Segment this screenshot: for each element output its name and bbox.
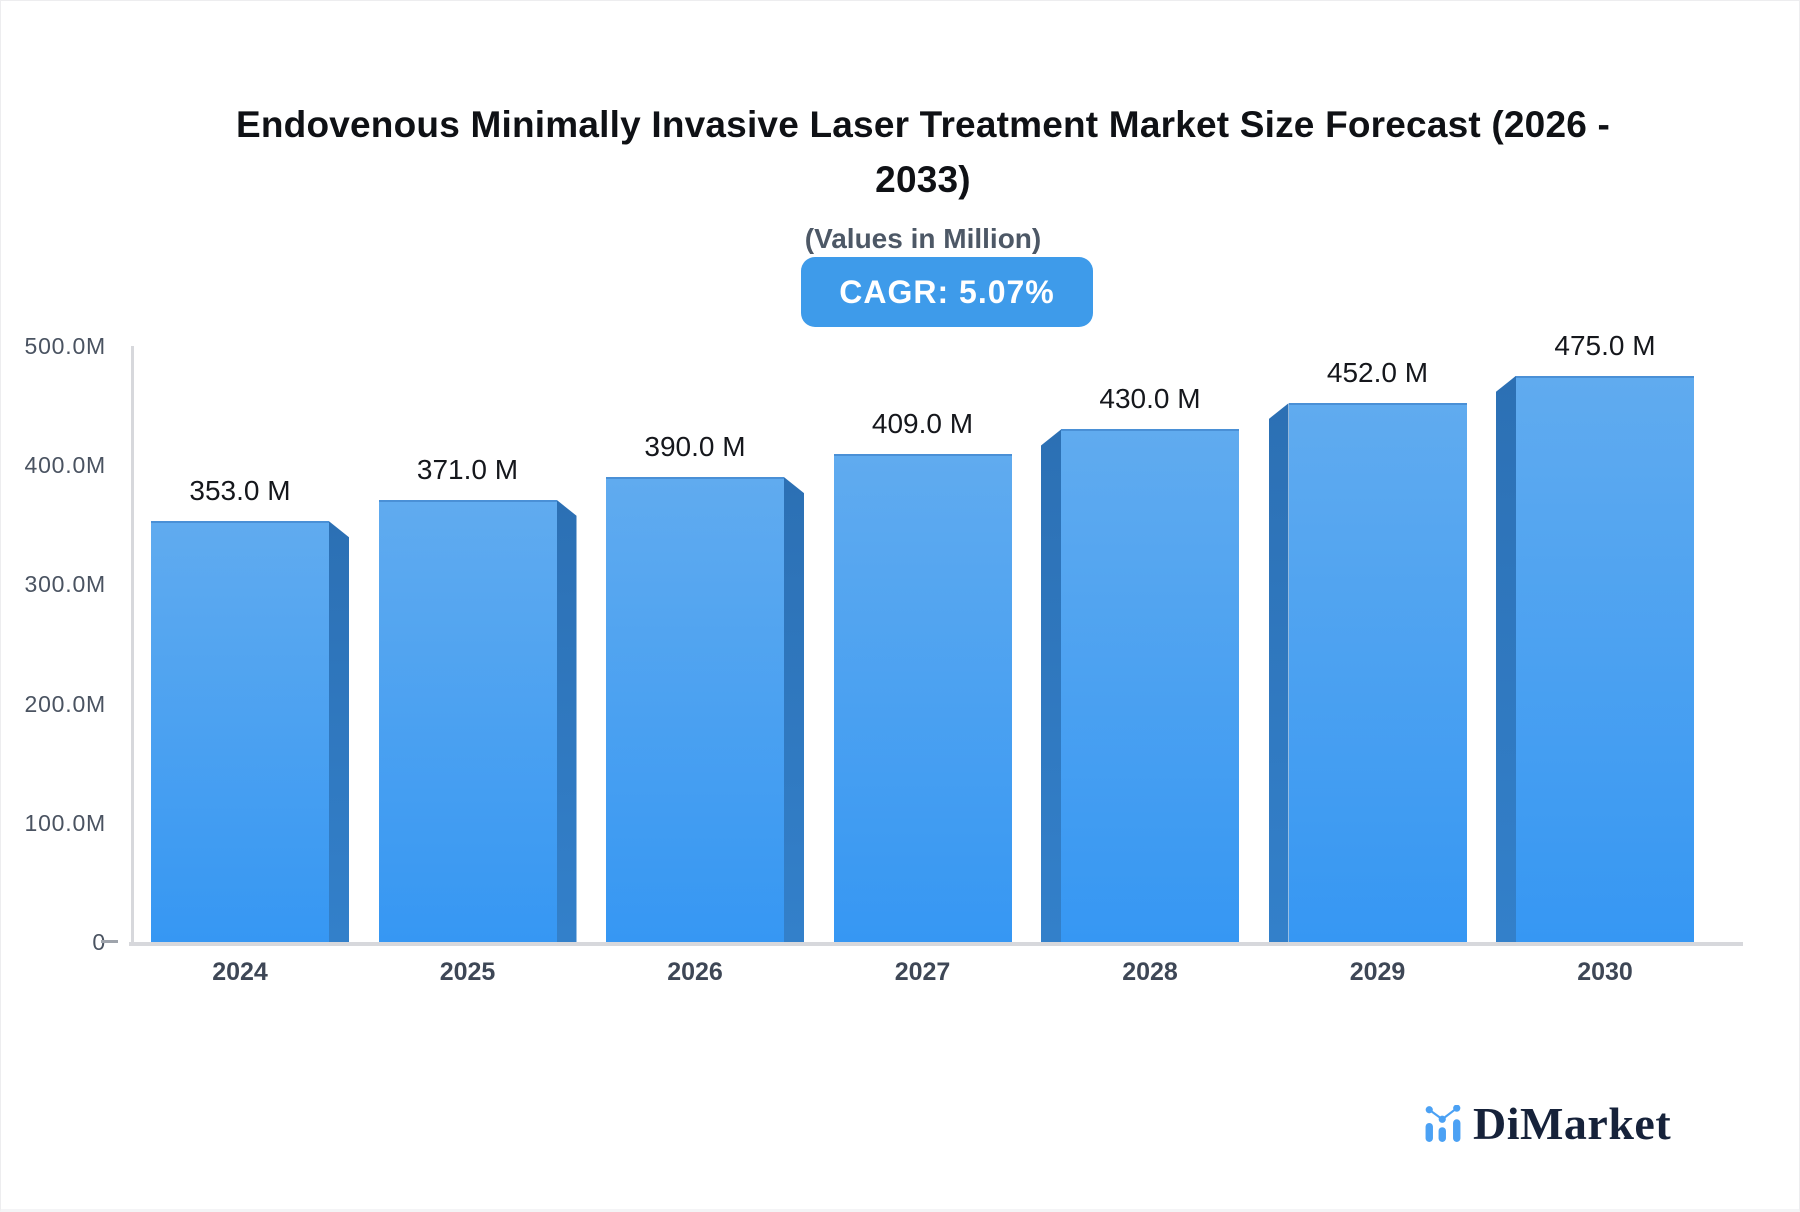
- bar-2026[interactable]: [606, 477, 784, 942]
- bar-2029[interactable]: [1288, 403, 1467, 942]
- y-axis-zero-tick: [101, 940, 118, 943]
- x-axis-line: [129, 942, 1743, 946]
- chart-subtitle: (Values in Million): [804, 223, 1042, 254]
- y-axis-tick-label: 200.0M: [24, 690, 106, 717]
- y-axis-line: [131, 346, 134, 946]
- chart-title: Endovenous Minimally Invasive Laser Trea…: [131, 97, 1715, 207]
- bar-chart-trend-icon: [1425, 1105, 1461, 1142]
- y-axis-tick-label: 500.0M: [24, 333, 106, 359]
- bar-value-label: 353.0 M: [189, 475, 291, 507]
- bar-value-label: 430.0 M: [1099, 383, 1201, 415]
- dimarket-logo: DiMarket: [1425, 1097, 1671, 1150]
- bar-2028[interactable]: [1061, 429, 1239, 942]
- bar-value-label: 475.0 M: [1554, 329, 1656, 361]
- bar-2029-3d-side: [1268, 403, 1289, 942]
- bar-2030[interactable]: [1516, 375, 1694, 942]
- bar-2027[interactable]: [833, 454, 1012, 942]
- x-axis-tick-label: 2024: [212, 958, 268, 986]
- brand-name: DiMarket: [1473, 1098, 1672, 1149]
- bar-2028-3d-side: [1041, 429, 1061, 942]
- bar-2030-3d-side: [1496, 375, 1516, 942]
- x-axis-tick-label: 2030: [1577, 958, 1633, 986]
- x-axis-tick-label: 2028: [1122, 958, 1178, 986]
- bar-2025-3d-side: [556, 499, 577, 942]
- bar-value-label: 371.0 M: [416, 453, 519, 485]
- y-axis-tick-label: 400.0M: [24, 452, 106, 479]
- x-axis-tick-label: 2025: [439, 958, 496, 986]
- bar-value-label: 390.0 M: [644, 431, 746, 463]
- bar-2026-3d-side: [784, 477, 804, 942]
- x-axis-tick-label: 2026: [667, 958, 723, 986]
- bar-2024-3d-side: [329, 521, 349, 942]
- bar-value-label: 409.0 M: [871, 408, 974, 440]
- bar-2024[interactable]: [151, 521, 329, 942]
- cagr-badge: CAGR: 5.07%: [801, 257, 1093, 327]
- y-axis-tick-label: 100.0M: [24, 809, 106, 836]
- chart-title-line1: Endovenous Minimally Invasive Laser Trea…: [235, 104, 1611, 145]
- y-axis-tick-label: 300.0M: [24, 571, 106, 598]
- x-axis-tick-label: 2027: [894, 958, 951, 986]
- chart-title-line2: 2033): [875, 159, 971, 200]
- bar-2025[interactable]: [378, 499, 557, 942]
- y-axis-tick-label: 0: [92, 929, 106, 955]
- cagr-badge-wrap: CAGR: 5.07%: [131, 257, 1715, 327]
- bar-value-label: 452.0 M: [1326, 357, 1429, 389]
- x-axis-tick-label: 2029: [1349, 958, 1406, 986]
